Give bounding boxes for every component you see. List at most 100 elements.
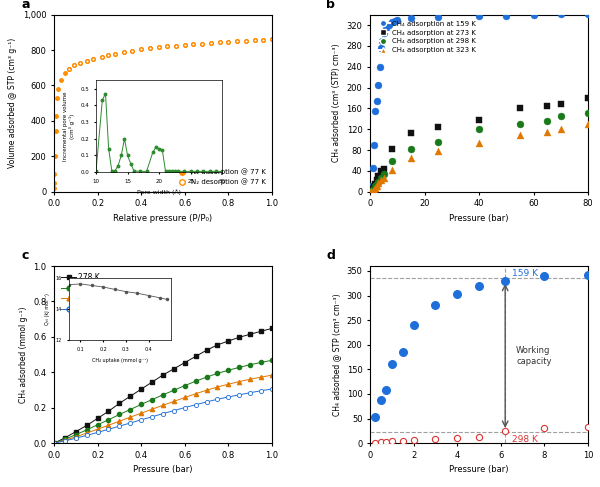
- 308 K: [214, 396, 221, 402]
- Y-axis label: CH₄ adsorbed @ STP (cm³ cm⁻³): CH₄ adsorbed @ STP (cm³ cm⁻³): [332, 293, 341, 416]
- 298 K: [203, 387, 210, 393]
- N₂ desorption @ 77 K: [105, 53, 112, 58]
- 288 K: [257, 359, 265, 365]
- Line: N₂ adsorption @ 77 K: N₂ adsorption @ 77 K: [52, 37, 274, 190]
- 308 K: [247, 390, 254, 395]
- Point: [529, 11, 538, 19]
- N₂ adsorption @ 77 K: [83, 58, 90, 64]
- Point: [583, 271, 593, 279]
- N₂ adsorption @ 77 K: [50, 185, 58, 191]
- 298 K: [105, 422, 112, 428]
- Point: [502, 12, 511, 19]
- N₂ adsorption @ 77 K: [137, 47, 145, 53]
- Point: [583, 10, 593, 18]
- Point: [382, 438, 391, 446]
- Point: [387, 145, 397, 153]
- 298 K: [137, 411, 145, 416]
- 278 K: [203, 347, 210, 353]
- N₂ adsorption @ 77 K: [50, 180, 58, 186]
- Text: a: a: [22, 0, 30, 11]
- Point: [373, 178, 383, 186]
- N₂ adsorption @ 77 K: [53, 112, 60, 118]
- N₂ desorption @ 77 K: [190, 41, 197, 47]
- Point: [368, 165, 377, 172]
- Point: [515, 120, 524, 128]
- Point: [366, 187, 376, 195]
- 278 K: [50, 440, 58, 446]
- Point: [433, 138, 443, 146]
- Point: [367, 187, 376, 195]
- Point: [379, 170, 388, 178]
- Text: c: c: [22, 249, 29, 262]
- 308 K: [83, 432, 90, 438]
- Line: 308 K: 308 K: [52, 387, 274, 445]
- 288 K: [236, 364, 243, 370]
- Point: [367, 187, 376, 194]
- N₂ adsorption @ 77 K: [199, 41, 206, 47]
- X-axis label: CH₄ uptake (mmol g⁻¹): CH₄ uptake (mmol g⁻¹): [92, 358, 148, 363]
- Point: [367, 183, 376, 190]
- 278 K: [94, 415, 101, 421]
- Point: [433, 147, 443, 155]
- Point: [370, 183, 379, 191]
- Point: [366, 187, 376, 195]
- Point: [366, 187, 376, 194]
- 298 K: [83, 430, 90, 436]
- Point: [583, 94, 593, 102]
- Point: [406, 154, 416, 162]
- Point: [398, 348, 407, 356]
- Point: [387, 360, 397, 368]
- 308 K: [257, 388, 265, 393]
- N₂ desorption @ 77 K: [251, 37, 258, 43]
- Point: [431, 301, 440, 309]
- Point: [452, 434, 462, 442]
- N₂ adsorption @ 77 K: [61, 70, 68, 76]
- N₂ adsorption @ 77 K: [233, 38, 241, 44]
- N₂ desorption @ 77 K: [129, 48, 136, 54]
- N₂ adsorption @ 77 K: [172, 43, 179, 49]
- N₂ adsorption @ 77 K: [146, 45, 154, 51]
- N₂ desorption @ 77 K: [137, 47, 145, 53]
- 308 K: [105, 427, 112, 432]
- Point: [390, 17, 400, 25]
- Point: [433, 123, 443, 131]
- N₂ desorption @ 77 K: [112, 51, 119, 57]
- N₂ desorption @ 77 K: [83, 58, 90, 64]
- 278 K: [225, 338, 232, 344]
- 298 K: [181, 394, 188, 400]
- Line: 298 K: 298 K: [52, 373, 274, 445]
- Point: [372, 96, 382, 104]
- 308 K: [50, 440, 58, 446]
- 298 K: [225, 381, 232, 387]
- 278 K: [105, 409, 112, 414]
- 308 K: [192, 402, 199, 408]
- N₂ adsorption @ 77 K: [225, 39, 232, 45]
- 278 K: [160, 372, 167, 378]
- N₂ adsorption @ 77 K: [52, 129, 59, 134]
- Point: [542, 102, 552, 110]
- Point: [379, 29, 388, 37]
- Point: [474, 433, 484, 441]
- 298 K: [236, 378, 243, 384]
- 288 K: [50, 440, 58, 446]
- 298 K: [94, 426, 101, 432]
- 278 K: [192, 354, 199, 359]
- Line: 288 K: 288 K: [52, 358, 274, 445]
- Point: [368, 185, 377, 193]
- 288 K: [192, 378, 199, 384]
- Text: 298 K: 298 K: [512, 435, 538, 444]
- 278 K: [137, 386, 145, 392]
- 278 K: [170, 366, 178, 372]
- Point: [372, 176, 382, 184]
- Legend: CH₄ adsorption at 159 K, CH₄ adsorption at 273 K, CH₄ adsorption at 298 K, CH₄ a: CH₄ adsorption at 159 K, CH₄ adsorption …: [374, 18, 478, 56]
- N₂ adsorption @ 77 K: [55, 86, 62, 92]
- Point: [368, 186, 377, 194]
- N₂ desorption @ 77 K: [65, 66, 73, 72]
- N₂ adsorption @ 77 K: [57, 77, 64, 83]
- N₂ adsorption @ 77 K: [70, 62, 77, 68]
- Point: [556, 100, 566, 108]
- Point: [382, 386, 391, 394]
- Point: [376, 438, 386, 446]
- N₂ desorption @ 77 K: [233, 38, 241, 44]
- N₂ adsorption @ 77 K: [181, 42, 188, 48]
